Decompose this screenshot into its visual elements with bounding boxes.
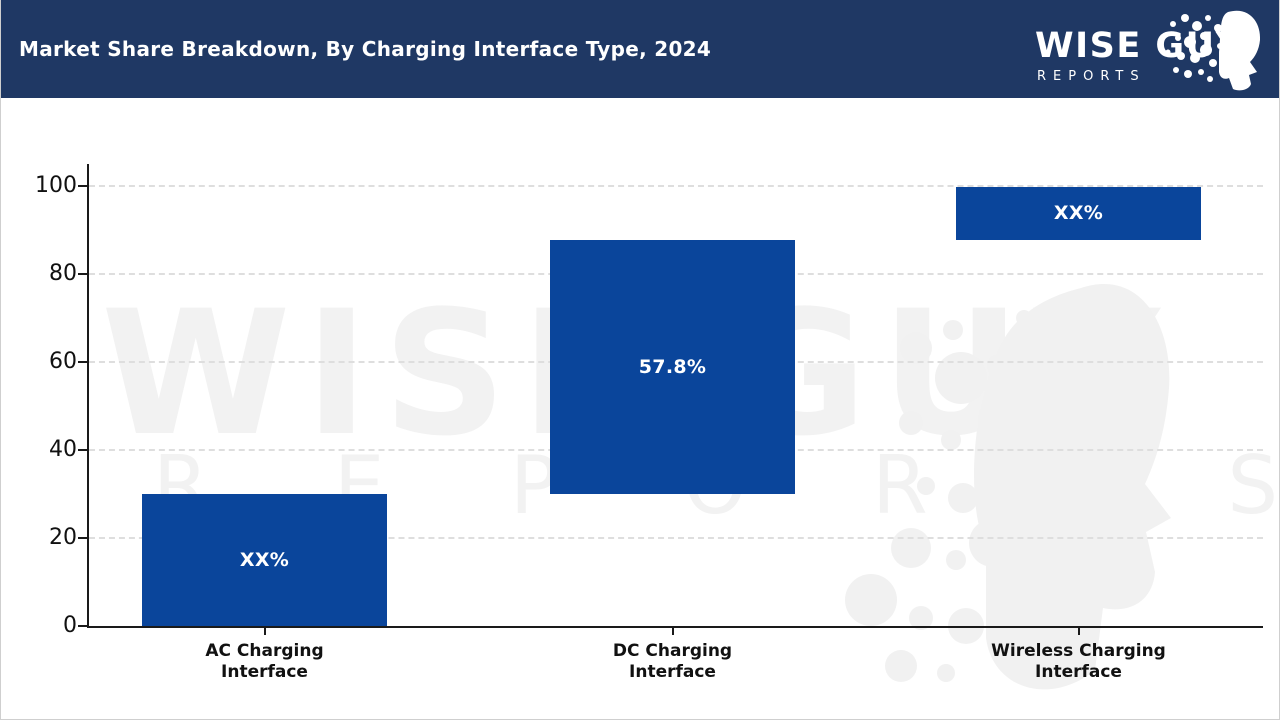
- y-axis-tick-mark: [78, 185, 87, 187]
- y-axis-line: [87, 164, 89, 628]
- watermark-face-icon: [845, 283, 1171, 690]
- bar-value-label: 57.8%: [638, 355, 707, 378]
- chart-canvas: WISE GUY R E P O R T S 020406080100XX%AC…: [1, 98, 1279, 719]
- y-axis-tick-label: 80: [49, 261, 77, 286]
- y-axis-tick-mark: [78, 361, 87, 363]
- y-axis-tick-mark: [78, 273, 87, 275]
- y-axis-tick-label: 20: [49, 525, 77, 550]
- x-axis-tick-mark: [1077, 628, 1080, 635]
- y-axis-tick-mark: [78, 537, 87, 539]
- logo-reports-text: REPORTS: [1037, 69, 1146, 84]
- x-axis-category-label: AC Charging Interface: [115, 641, 415, 683]
- y-axis-tick-mark: [78, 625, 87, 627]
- x-axis-category-label: Wireless Charging Interface: [929, 641, 1229, 683]
- x-axis-line: [87, 626, 1263, 628]
- y-axis-tick-label: 60: [49, 349, 77, 374]
- category-line2: Interface: [221, 662, 308, 682]
- bar-value-label: XX%: [239, 549, 290, 571]
- gridline-y-100: [89, 185, 1263, 187]
- x-axis-tick-mark: [263, 628, 266, 635]
- y-axis-tick-label: 0: [63, 613, 77, 638]
- category-line1: Wireless Charging: [991, 641, 1166, 661]
- category-line2: Interface: [629, 662, 716, 682]
- header-bar: Market Share Breakdown, By Charging Inte…: [1, 0, 1279, 98]
- bar-value-label: XX%: [1053, 202, 1104, 225]
- x-axis-tick-mark: [671, 628, 674, 635]
- category-line2: Interface: [1035, 662, 1122, 682]
- x-axis-category-label: DC Charging Interface: [523, 641, 823, 683]
- wise-guy-reports-logo: WISE GUY REPORTS: [1035, 10, 1261, 91]
- y-axis-tick-mark: [78, 449, 87, 451]
- bar-2: 57.8%: [550, 239, 795, 494]
- category-line1: DC Charging: [612, 641, 733, 661]
- gridline-y-20: [89, 537, 1263, 539]
- y-axis-tick-label: 40: [49, 437, 77, 462]
- logo-dots-face-icon: [1165, 10, 1261, 91]
- y-axis-tick-label: 100: [35, 173, 77, 198]
- bar-3: XX%: [956, 186, 1201, 240]
- category-line1: AC Charging: [205, 641, 324, 661]
- bar-1: XX%: [142, 494, 387, 626]
- page-title: Market Share Breakdown, By Charging Inte…: [19, 37, 712, 61]
